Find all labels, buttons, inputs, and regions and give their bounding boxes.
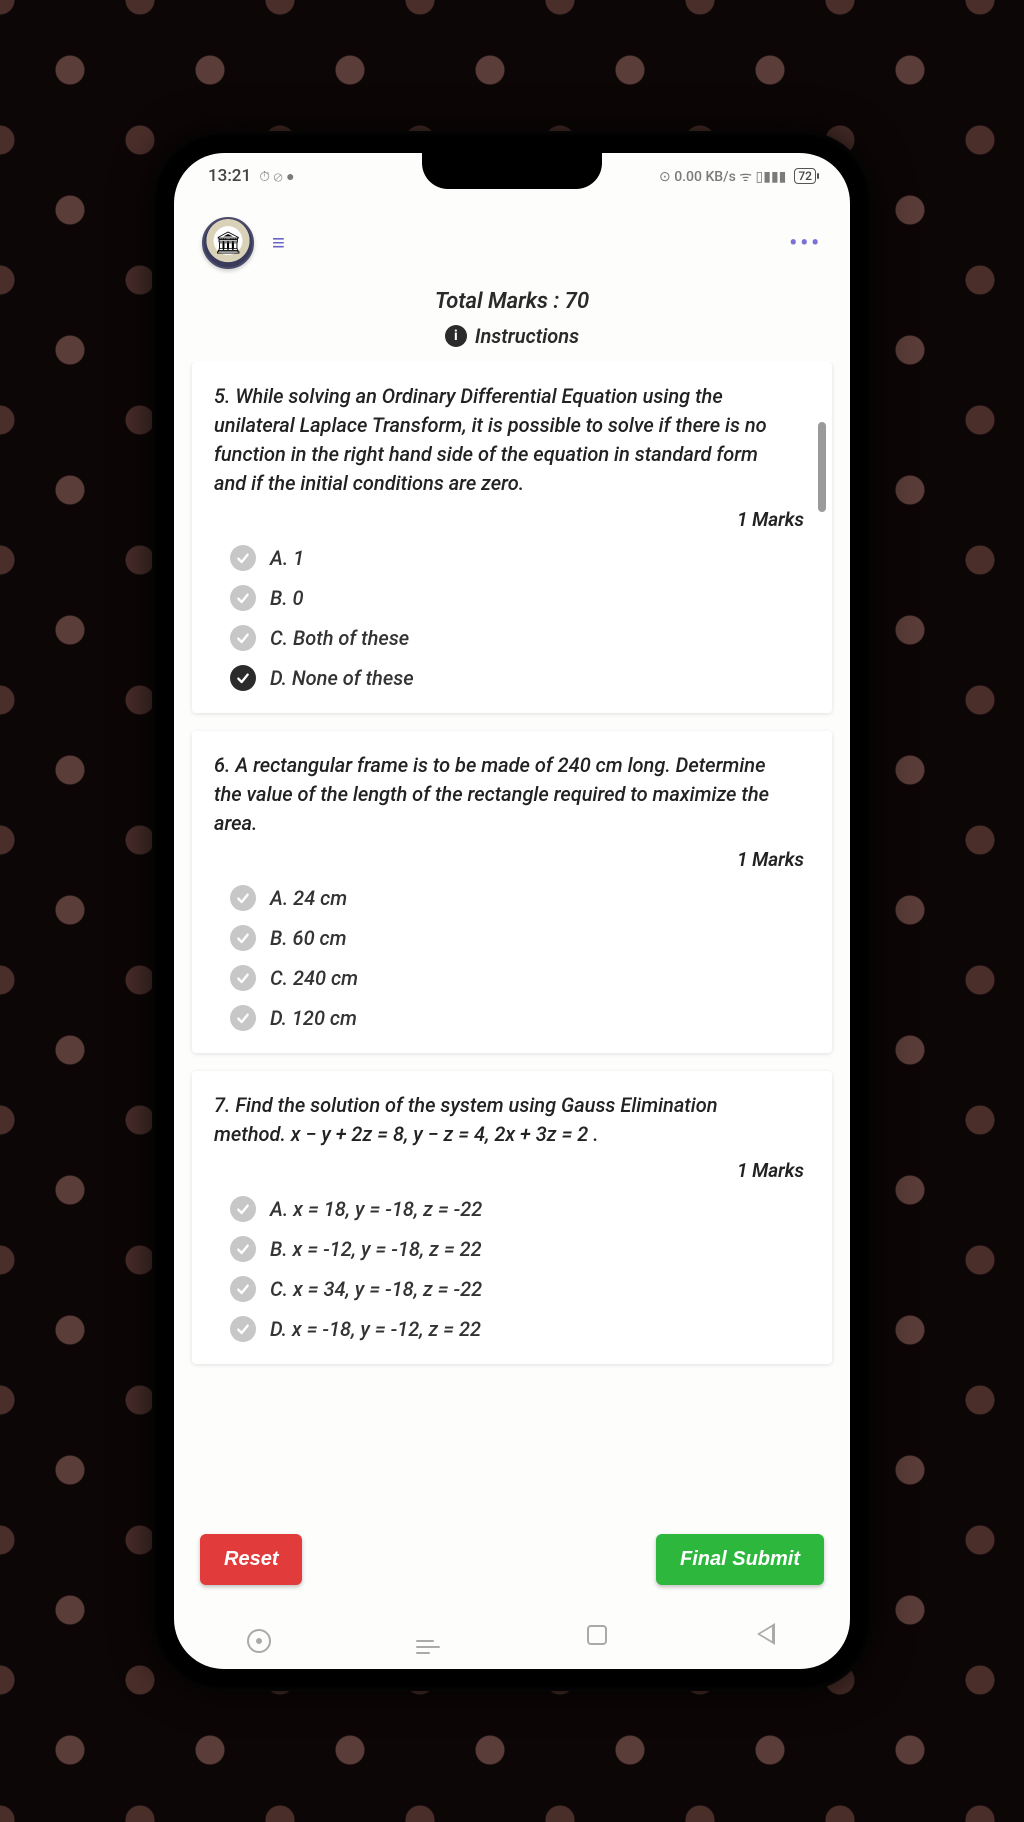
option-label: D. None of these: [270, 666, 414, 690]
menu-icon[interactable]: ≡: [272, 230, 285, 256]
option-row[interactable]: C. 240 cm: [230, 965, 810, 991]
footer-bar: Reset Final Submit: [174, 1520, 850, 1605]
more-options-icon[interactable]: •••: [789, 231, 822, 256]
radio-icon: [230, 1005, 256, 1031]
option-row[interactable]: C. Both of these: [230, 625, 810, 651]
option-label: C. 240 cm: [270, 966, 358, 990]
question-text: 7. Find the solution of the system using…: [214, 1091, 810, 1149]
radio-icon: [230, 1196, 256, 1222]
app-logo[interactable]: 🏛: [202, 217, 254, 269]
scroll-thumb[interactable]: [818, 422, 826, 512]
option-row[interactable]: D. None of these: [230, 665, 810, 691]
nav-home-icon[interactable]: [579, 1623, 615, 1651]
question-marks: 1 Marks: [214, 848, 804, 871]
phone-frame: 13:21 ⏱ ⊘ ● ⊙ 0.00 KB/s ᯤ ▯▮▮▮ 72 🏛 ≡ ••…: [152, 131, 872, 1691]
phone-screen: 13:21 ⏱ ⊘ ● ⊙ 0.00 KB/s ᯤ ▯▮▮▮ 72 🏛 ≡ ••…: [174, 153, 850, 1669]
question-list[interactable]: 5. While solving an Ordinary Differentia…: [174, 362, 850, 1520]
info-icon: i: [445, 325, 467, 347]
option-label: D. 120 cm: [270, 1006, 357, 1030]
status-left-icons: ⏱ ⊘ ●: [259, 168, 294, 185]
battery-icon: 72: [794, 168, 816, 184]
option-label: A. x = 18, y = -18, z = -22: [270, 1197, 482, 1221]
final-submit-button[interactable]: Final Submit: [656, 1534, 824, 1585]
question-marks: 1 Marks: [214, 508, 804, 531]
battery-level: 72: [798, 169, 812, 183]
question-text: 5. While solving an Ordinary Differentia…: [214, 382, 810, 498]
question-card: 6. A rectangular frame is to be made of …: [192, 731, 832, 1053]
option-row[interactable]: B. 0: [230, 585, 810, 611]
radio-icon: [230, 1316, 256, 1342]
option-label: D. x = -18, y = -12, z = 22: [270, 1317, 481, 1341]
nav-recent-icon[interactable]: [410, 1620, 446, 1654]
option-label: B. x = -12, y = -18, z = 22: [270, 1237, 482, 1261]
instructions-button[interactable]: i Instructions: [174, 324, 850, 348]
radio-selected-icon: [230, 665, 256, 691]
option-row[interactable]: C. x = 34, y = -18, z = -22: [230, 1276, 810, 1302]
radio-icon: [230, 885, 256, 911]
option-list: A. x = 18, y = -18, z = -22 B. x = -12, y…: [214, 1196, 810, 1342]
radio-icon: [230, 545, 256, 571]
nav-assistant-icon[interactable]: [241, 1622, 277, 1653]
option-list: A. 1 B. 0 C. Both of these D. None of these: [214, 545, 810, 691]
radio-icon: [230, 1236, 256, 1262]
option-label: B. 0: [270, 586, 304, 610]
status-right-icons: ⊙ 0.00 KB/s ᯤ ▯▮▮▮: [659, 167, 786, 186]
option-label: B. 60 cm: [270, 926, 347, 950]
question-card: 7. Find the solution of the system using…: [192, 1071, 832, 1364]
reset-button[interactable]: Reset: [200, 1534, 302, 1585]
radio-icon: [230, 965, 256, 991]
nav-back-icon[interactable]: [748, 1623, 784, 1651]
total-marks-label: Total Marks : 70: [174, 289, 850, 314]
option-row[interactable]: D. x = -18, y = -12, z = 22: [230, 1316, 810, 1342]
status-time: 13:21: [208, 166, 251, 186]
radio-icon: [230, 1276, 256, 1302]
option-label: C. Both of these: [270, 626, 409, 650]
option-label: C. x = 34, y = -18, z = -22: [270, 1277, 482, 1301]
option-row[interactable]: B. x = -12, y = -18, z = 22: [230, 1236, 810, 1262]
option-row[interactable]: A. 1: [230, 545, 810, 571]
radio-icon: [230, 625, 256, 651]
question-card: 5. While solving an Ordinary Differentia…: [192, 362, 832, 713]
option-row[interactable]: D. 120 cm: [230, 1005, 810, 1031]
radio-icon: [230, 925, 256, 951]
question-text: 6. A rectangular frame is to be made of …: [214, 751, 810, 838]
app-header: 🏛 ≡ •••: [174, 199, 850, 279]
instructions-label: Instructions: [475, 324, 579, 348]
option-label: A. 1: [270, 546, 304, 570]
android-nav-bar: [174, 1605, 850, 1669]
option-row[interactable]: B. 60 cm: [230, 925, 810, 951]
display-notch: [422, 153, 602, 189]
option-label: A. 24 cm: [270, 886, 347, 910]
radio-icon: [230, 585, 256, 611]
option-row[interactable]: A. 24 cm: [230, 885, 810, 911]
option-list: A. 24 cm B. 60 cm C. 240 cm D. 120 cm: [214, 885, 810, 1031]
question-marks: 1 Marks: [214, 1159, 804, 1182]
option-row[interactable]: A. x = 18, y = -18, z = -22: [230, 1196, 810, 1222]
